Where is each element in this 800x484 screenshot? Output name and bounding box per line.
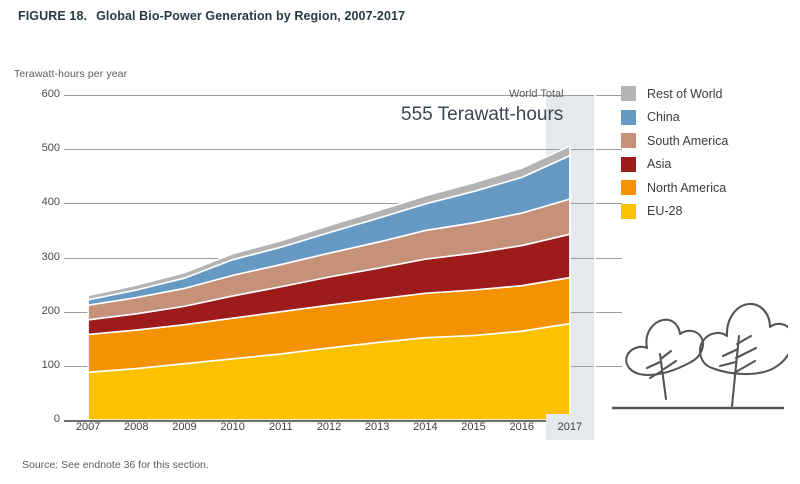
- right-tick-300: [596, 257, 622, 259]
- page-title: FIGURE 18. Global Bio-Power Generation by…: [18, 9, 405, 23]
- x-tick-label-2008: 2008: [124, 421, 149, 433]
- legend-item-rest-of-world[interactable]: Rest of World: [621, 82, 728, 106]
- right-tick-600: [596, 95, 622, 96]
- leaf-icons-svg: [612, 302, 794, 410]
- right-tick-400: [596, 203, 622, 205]
- y-tick-label-500: 500: [41, 142, 60, 155]
- legend-item-china[interactable]: China: [621, 106, 728, 130]
- x-tick-label-2012: 2012: [316, 421, 342, 433]
- legend-item-south-america[interactable]: South America: [621, 129, 728, 153]
- x-tick-label-2016: 2016: [509, 421, 534, 433]
- legend-item-north-america[interactable]: North America: [621, 176, 728, 200]
- gridline-500: [64, 149, 594, 151]
- legend-label: North America: [647, 180, 727, 195]
- x-tick-label-2011: 2011: [268, 421, 293, 433]
- y-tick-label-200: 200: [41, 304, 60, 317]
- gridline-600: [64, 95, 594, 96]
- legend-item-asia[interactable]: Asia: [621, 153, 728, 177]
- y-tick-label-0: 0: [53, 413, 60, 425]
- y-tick-label-100: 100: [41, 358, 60, 371]
- x-axis-labels: 2007 2008 2009 2010 2011 2012 2013 2014 2015 2016…: [42, 414, 594, 440]
- y-tick-label-600: 600: [41, 88, 60, 100]
- x-tick-label-2017: 2017: [545, 414, 594, 440]
- y-tick-label-400: 400: [41, 196, 60, 209]
- legend-swatch-icon: [621, 86, 636, 102]
- chart-plot-area: 0 100 200 300 400 500 600: [42, 88, 622, 425]
- gridline-400: [64, 203, 594, 205]
- right-tick-500: [596, 149, 622, 151]
- legend-label: China: [647, 110, 680, 125]
- figure-label: FIGURE 18.: [18, 9, 88, 23]
- figure-title-text: Global Bio-Power Generation by Region, 2…: [96, 9, 406, 23]
- x-tick-label-2007: 2007: [75, 421, 101, 433]
- chart-legend: Rest of World China South America Asia North…: [621, 82, 728, 223]
- legend-swatch-icon: [621, 156, 636, 172]
- x-tick-label-2010: 2010: [220, 421, 245, 433]
- legend-label: Rest of World: [647, 86, 723, 101]
- gridline-0: [64, 420, 594, 422]
- x-tick-label-2013: 2013: [364, 421, 390, 433]
- y-tick-label-300: 300: [41, 250, 60, 263]
- source-note: Source: See endnote 36 for this section.: [22, 459, 209, 471]
- legend-item-eu-28[interactable]: EU-28: [621, 200, 728, 224]
- stacked-area-series: [87, 144, 571, 420]
- x-tick-label-2015: 2015: [461, 421, 486, 433]
- large-leaf-icon: [698, 302, 794, 408]
- leaf-illustration: [608, 296, 794, 416]
- x-tick-label-2009: 2009: [172, 421, 197, 433]
- y-axis-title: Terawatt-hours per year: [14, 68, 128, 80]
- legend-swatch-icon: [621, 180, 636, 196]
- legend-label: EU-28: [647, 204, 683, 219]
- area-series-rest-of-world: [87, 144, 571, 301]
- small-leaf-icon: [625, 318, 704, 401]
- right-tick-200: [596, 311, 622, 313]
- right-tick-100: [596, 365, 622, 367]
- legend-swatch-icon: [621, 109, 636, 125]
- x-tick-label-2014: 2014: [413, 421, 438, 433]
- legend-swatch-icon: [621, 203, 636, 219]
- world-total-value: 555 Terawatt-hours: [401, 104, 564, 125]
- legend-swatch-icon: [621, 133, 636, 149]
- legend-label: South America: [647, 133, 729, 148]
- world-total-label: World Total: [509, 88, 564, 100]
- legend-label: Asia: [647, 157, 672, 172]
